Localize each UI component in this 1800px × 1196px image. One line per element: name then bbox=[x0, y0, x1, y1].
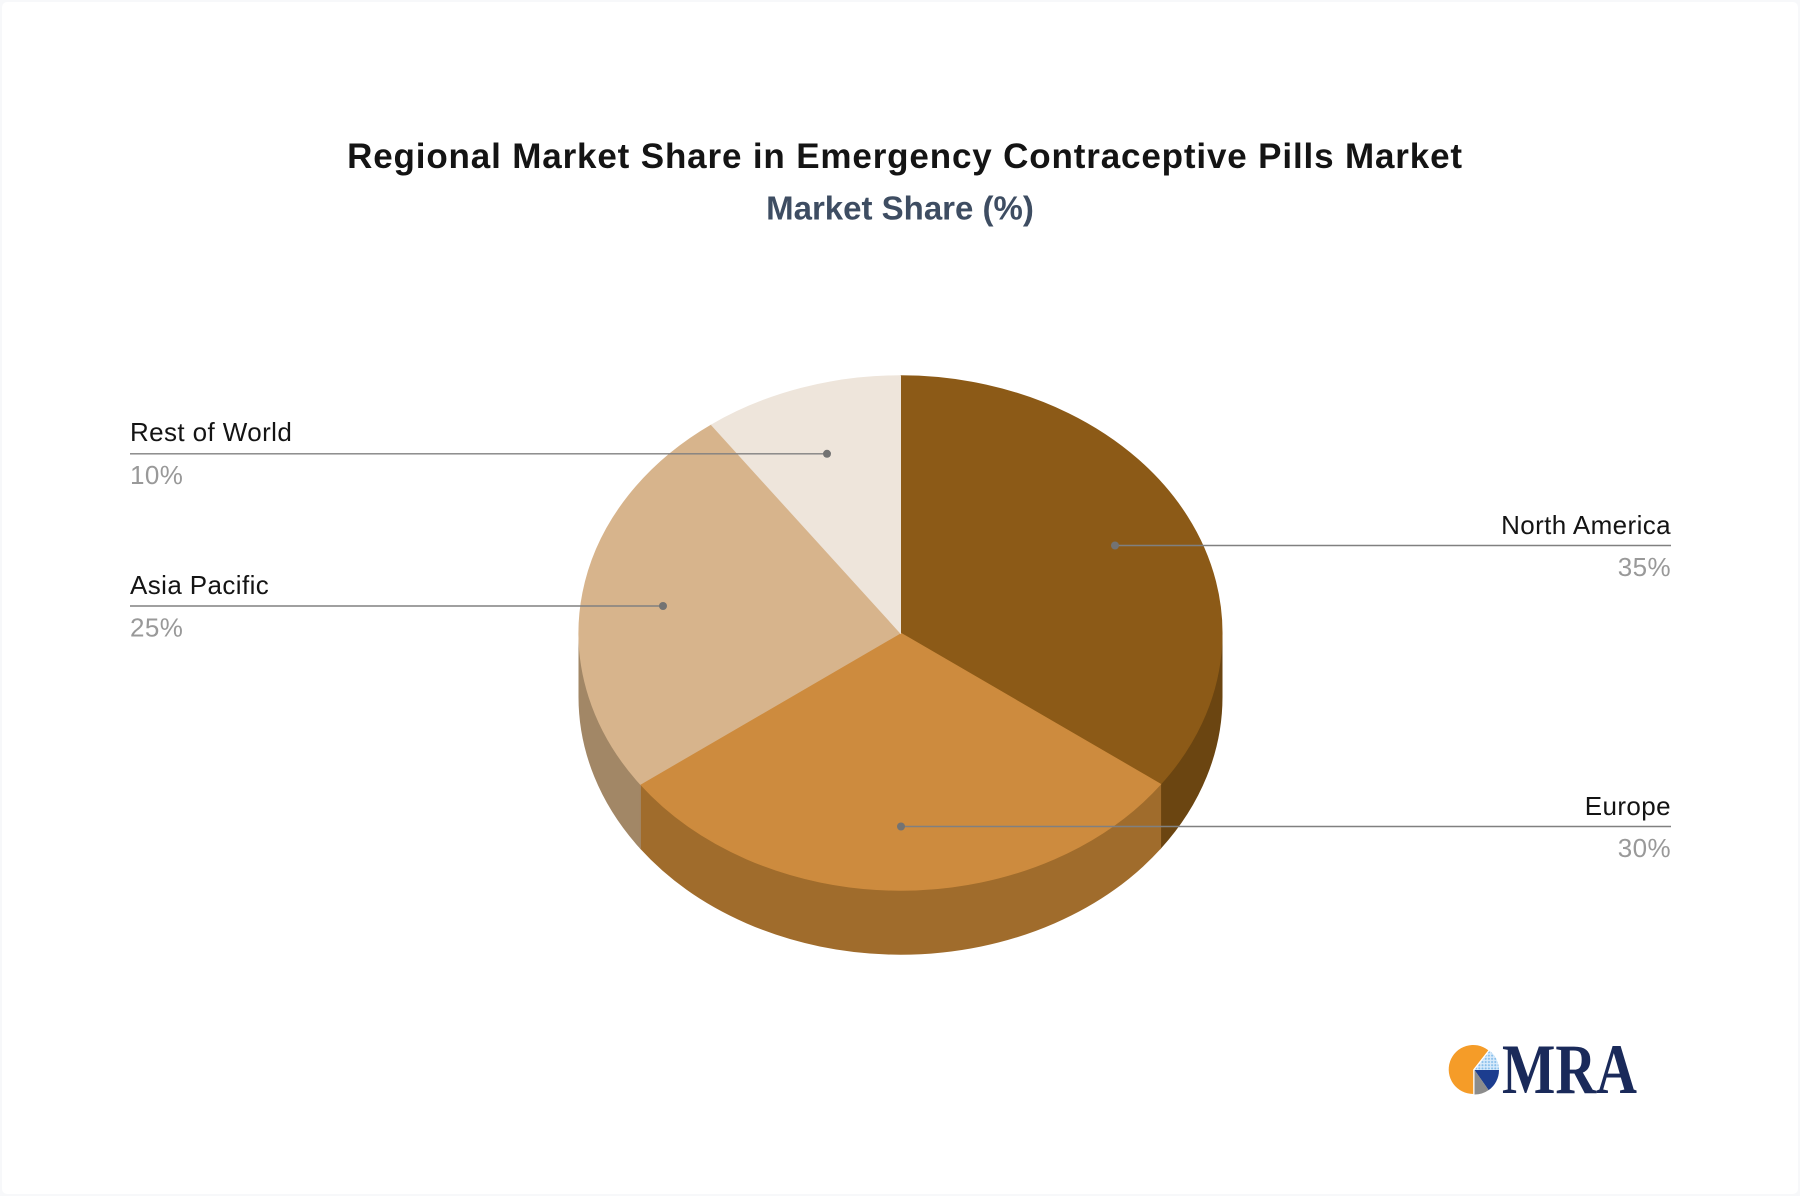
svg-text:25%: 25% bbox=[130, 613, 183, 643]
svg-text:35%: 35% bbox=[1618, 552, 1671, 582]
svg-text:10%: 10% bbox=[130, 460, 183, 490]
svg-text:Europe: Europe bbox=[1585, 791, 1671, 821]
svg-text:Regional Market Share in Emerg: Regional Market Share in Emergency Contr… bbox=[347, 137, 1463, 176]
svg-text:North America: North America bbox=[1501, 510, 1671, 540]
svg-text:30%: 30% bbox=[1618, 833, 1671, 863]
svg-text:Market Share (%): Market Share (%) bbox=[766, 190, 1034, 227]
svg-text:MRA: MRA bbox=[1502, 1031, 1637, 1109]
svg-text:Asia Pacific: Asia Pacific bbox=[130, 570, 269, 600]
svg-text:Rest of World: Rest of World bbox=[130, 417, 292, 447]
